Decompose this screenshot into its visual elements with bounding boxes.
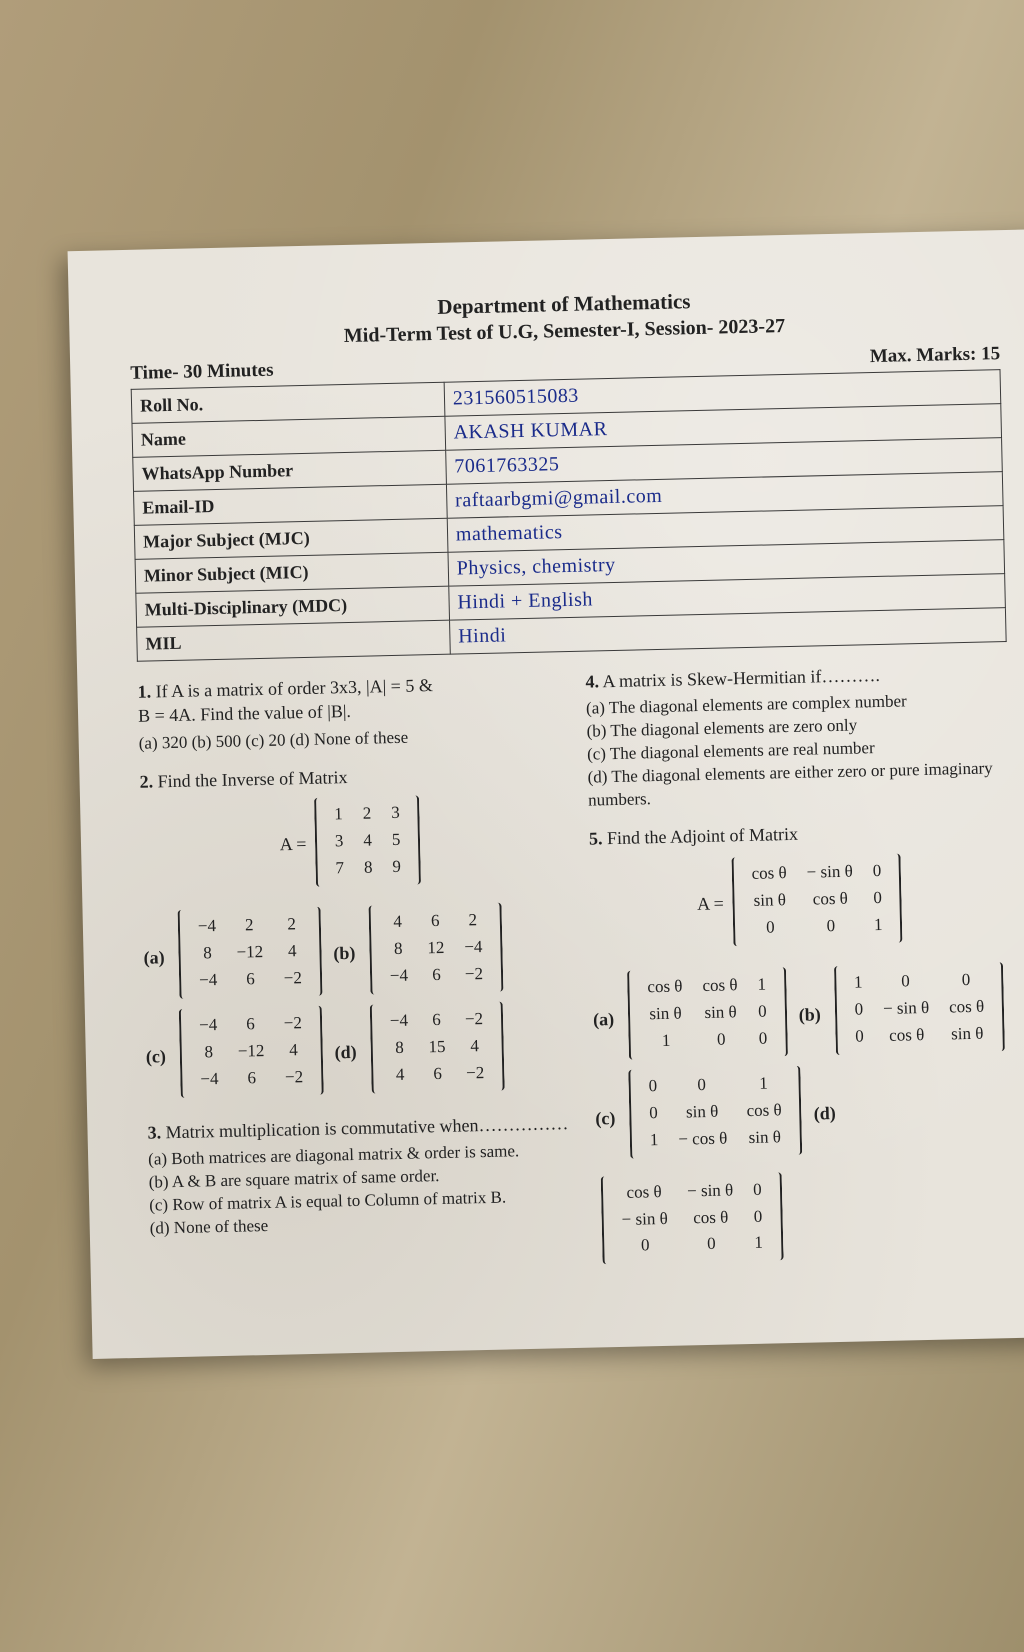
q2-opt-c: −46−28−124−46−2 [179, 1006, 324, 1104]
q2-opt-c-label: (c) [146, 1045, 167, 1070]
q5-opt-b: 1000− sin θcos θ0cos θsin θ [834, 963, 1006, 1062]
student-info-table: Roll No.231560515083NameAKASH KUMARWhats… [131, 369, 1007, 662]
q2-opt-b-label: (b) [333, 941, 356, 966]
q5-opt-d-label: (d) [813, 1101, 836, 1126]
q2-matrix-A: 123345789 [314, 795, 422, 892]
question-5: 5. Find the Adjoint of Matrix A = cos θ−… [589, 817, 1021, 1273]
q5-A-label: A = [697, 893, 724, 914]
q5-options-row1: (a) cos θcos θ1sin θsin θ0100 (b) 1000− … [592, 960, 1016, 1069]
q2-number: 2. [139, 771, 153, 791]
q1-options: (a) 320 (b) 500 (c) 20 (d) None of these [138, 723, 560, 756]
q4-stem: A matrix is Skew-Hermitian if………. [602, 665, 880, 691]
q5-stem: Find the Adjoint of Matrix [607, 824, 798, 848]
q5-opt-b-label: (b) [798, 1002, 821, 1027]
left-column: 1. If A is a matrix of order 3x3, |A| = … [137, 670, 573, 1297]
exam-paper: Department of Mathematics Mid-Term Test … [68, 229, 1024, 1359]
question-3: 3. Matrix multiplication is commutative … [147, 1111, 572, 1241]
q2-options-row1: (a) −4228−124−46−2 (b) 462812−4−46−2 [142, 899, 566, 1008]
q2-A-label: A = [279, 833, 306, 854]
q4-number: 4. [585, 671, 599, 691]
q5-number: 5. [589, 828, 603, 848]
desk-surface: Department of Mathematics Mid-Term Test … [0, 0, 1024, 1652]
q3-stem: Matrix multiplication is commutative whe… [165, 1113, 568, 1142]
q2-opt-a-label: (a) [143, 946, 165, 971]
question-columns: 1. If A is a matrix of order 3x3, |A| = … [137, 660, 1021, 1297]
q5-opt-c: 0010sin θcos θ1− cos θsin θ [628, 1066, 803, 1165]
q5-opt-a: cos θcos θ1sin θsin θ0100 [627, 968, 788, 1067]
q2-opt-d-label: (d) [334, 1040, 357, 1065]
right-column: 4. A matrix is Skew-Hermitian if………. (a)… [585, 660, 1021, 1287]
marks-label: Max. Marks: 15 [870, 341, 1001, 370]
q5-opt-d: cos θ− sin θ0− sin θcos θ0001 [601, 1172, 784, 1271]
q2-opt-a: −4228−124−46−2 [178, 907, 323, 1005]
q5-matrix-A: cos θ− sin θ0sin θcos θ0001 [731, 854, 903, 953]
q5-options-row2: (c) 0010sin θcos θ1− cos θsin θ (d) cos … [594, 1059, 1021, 1273]
question-1: 1. If A is a matrix of order 3x3, |A| = … [137, 670, 561, 755]
time-label: Time- 30 Minutes [130, 358, 274, 387]
q2-options-row2: (c) −46−28−124−46−2 (d) −46−2815446−2 [145, 998, 569, 1107]
q5-opt-c-label: (c) [595, 1106, 616, 1131]
question-4: 4. A matrix is Skew-Hermitian if………. (a)… [585, 660, 1010, 813]
q1-number: 1. [137, 681, 151, 701]
q1-line1: If A is a matrix of order 3x3, |A| = 5 & [155, 675, 433, 701]
q2-opt-b: 462812−4−46−2 [368, 903, 503, 1001]
question-2: 2. Find the Inverse of Matrix A = 123345… [139, 760, 569, 1107]
info-label: MIL [137, 620, 451, 661]
q2-stem: Find the Inverse of Matrix [157, 767, 347, 791]
q1-line2: B = 4A. Find the value of |B|. [138, 701, 351, 726]
q3-number: 3. [147, 1123, 161, 1143]
q4-opt-d: (d) The diagonal elements are either zer… [587, 757, 1010, 812]
q5-opt-a-label: (a) [593, 1007, 615, 1032]
q2-opt-d: −46−2815446−2 [369, 1002, 504, 1100]
